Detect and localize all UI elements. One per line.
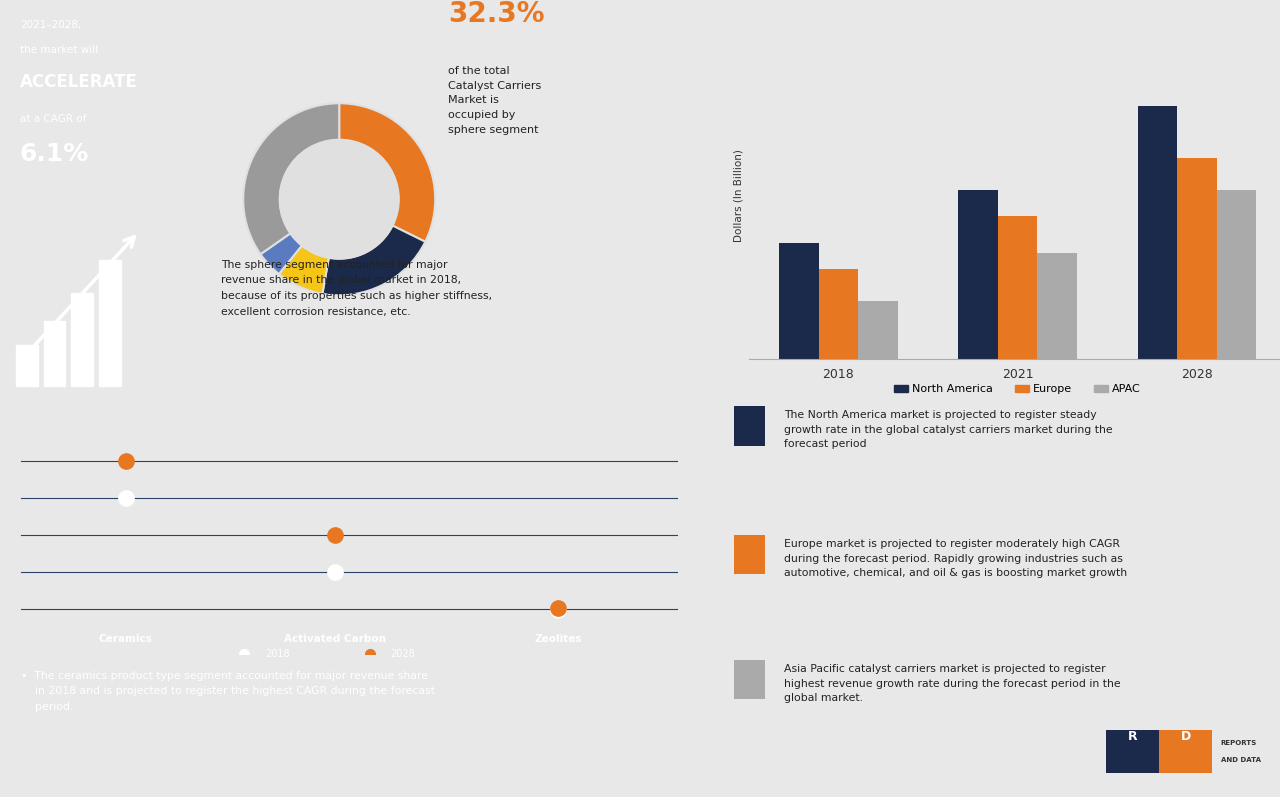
Bar (780, 243, 819, 359)
Wedge shape (339, 104, 435, 241)
Text: The sphere segment accounted for major
revenue share in the global market in 201: The sphere segment accounted for major r… (220, 260, 492, 316)
FancyBboxPatch shape (735, 406, 765, 446)
Bar (959, 190, 998, 359)
Wedge shape (279, 245, 329, 294)
Bar (858, 300, 897, 359)
Text: R: R (1128, 730, 1137, 744)
FancyBboxPatch shape (735, 536, 765, 575)
Text: 2018: 2018 (265, 649, 289, 658)
Polygon shape (72, 292, 93, 387)
Y-axis label: Dollars (In Billion): Dollars (In Billion) (733, 149, 744, 241)
Bar (1037, 253, 1076, 359)
Text: 2021–2028,: 2021–2028, (20, 21, 81, 30)
Wedge shape (243, 104, 339, 254)
Bar (1178, 159, 1216, 359)
Bar (998, 216, 1037, 359)
Wedge shape (261, 234, 302, 274)
Text: The North America market is projected to register steady
growth rate in the glob: The North America market is projected to… (785, 410, 1114, 450)
Bar (1216, 190, 1256, 359)
Text: REPORTS: REPORTS (1221, 740, 1257, 746)
FancyBboxPatch shape (1106, 730, 1160, 772)
FancyBboxPatch shape (1160, 730, 1212, 772)
Polygon shape (44, 321, 65, 387)
Text: •  The ceramics product type segment accounted for major revenue share
    in 20: • The ceramics product type segment acco… (20, 671, 435, 712)
Polygon shape (100, 260, 122, 387)
Text: Europe market is projected to register moderately high CAGR
during the forecast : Europe market is projected to register m… (785, 540, 1128, 578)
Text: 2028: 2028 (390, 649, 416, 658)
Legend: North America, Europe, APAC: North America, Europe, APAC (890, 380, 1146, 398)
Bar (819, 269, 858, 359)
FancyBboxPatch shape (735, 660, 765, 700)
Text: 32.3%: 32.3% (448, 0, 544, 28)
Text: at a CAGR of: at a CAGR of (20, 114, 86, 124)
Text: Activated Carbon: Activated Carbon (284, 634, 385, 644)
Circle shape (280, 139, 399, 259)
Text: Ceramics: Ceramics (99, 634, 152, 644)
Wedge shape (323, 226, 425, 295)
Text: Asia Pacific catalyst carriers market is projected to register
highest revenue g: Asia Pacific catalyst carriers market is… (785, 664, 1121, 703)
Bar (1138, 106, 1178, 359)
Text: AND DATA: AND DATA (1221, 757, 1261, 763)
FancyArrowPatch shape (18, 237, 134, 363)
Polygon shape (15, 346, 37, 387)
Text: ACCELERATE: ACCELERATE (20, 73, 138, 91)
Text: 6.1%: 6.1% (20, 143, 90, 167)
Text: the market will: the market will (20, 45, 99, 55)
Text: Zeolites: Zeolites (534, 634, 582, 644)
Text: of the total
Catalyst Carriers
Market is
occupied by
sphere segment: of the total Catalyst Carriers Market is… (448, 66, 541, 135)
Text: D: D (1180, 730, 1190, 744)
